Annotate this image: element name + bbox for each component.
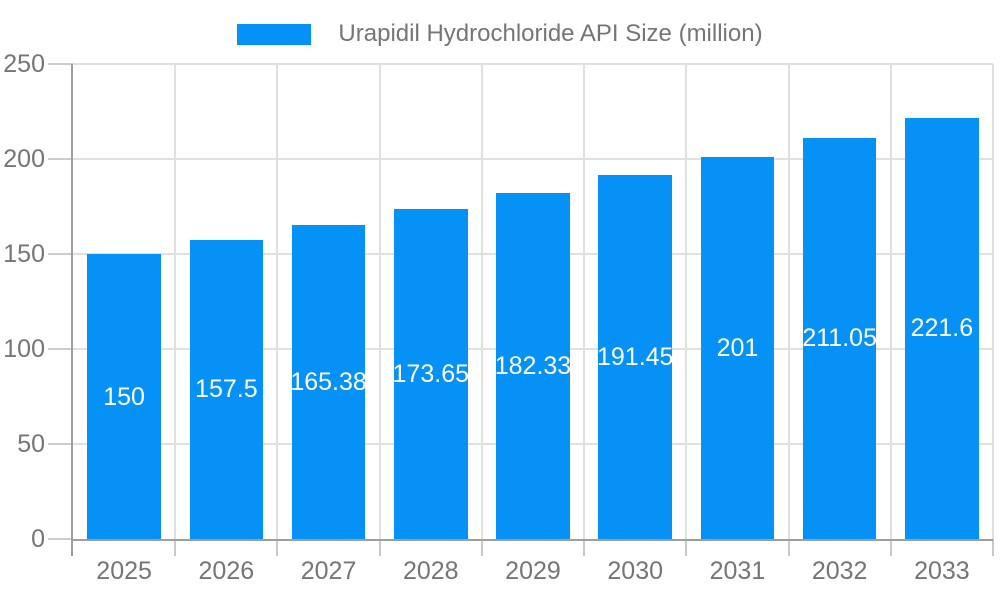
x-axis-tick	[583, 539, 586, 556]
bar[interactable]: 165.38	[290, 224, 367, 539]
bar[interactable]: 201	[700, 157, 775, 539]
bar-value-label: 165.38	[290, 367, 367, 396]
bar[interactable]: 221.6	[905, 117, 979, 539]
y-axis-tick	[48, 63, 73, 65]
x-gridline	[992, 64, 994, 539]
plot-area: 0 50 100 150 200 250 150 2025 157.5 2026 165.38 202…	[3, 50, 994, 585]
x-axis-tick	[992, 539, 994, 556]
y-axis-tick	[48, 348, 73, 350]
bar[interactable]: 182.33	[494, 192, 572, 539]
y-axis-tick	[48, 443, 73, 445]
x-axis-label: 2028	[402, 557, 459, 585]
bar-value-label: 221.6	[910, 314, 974, 343]
x-axis-label: 2033	[914, 557, 970, 585]
y-axis-label: 0	[31, 525, 45, 553]
x-axis-label: 2027	[300, 557, 357, 585]
x-axis-line	[71, 539, 993, 541]
y-axis-line	[71, 64, 73, 556]
x-axis-label: 2031	[709, 557, 766, 585]
x-axis-tick	[685, 539, 688, 556]
y-gridline	[73, 63, 993, 65]
bar-value-label: 173.65	[392, 360, 469, 389]
x-gridline	[378, 64, 381, 539]
x-axis-tick	[480, 539, 483, 556]
y-axis-label: 50	[17, 430, 45, 458]
bar[interactable]: 211.05	[802, 138, 877, 539]
x-axis-tick	[174, 539, 177, 556]
legend-label: Urapidil Hydrochloride API Size (million…	[338, 20, 763, 47]
x-axis-tick	[276, 539, 279, 556]
bar[interactable]: 150	[87, 254, 161, 539]
x-gridline	[685, 64, 688, 539]
y-axis-label: 250	[3, 50, 45, 78]
x-gridline	[174, 64, 177, 539]
legend-swatch	[237, 23, 312, 45]
bar-value-label: 182.33	[494, 351, 572, 380]
x-gridline	[889, 64, 892, 539]
x-axis-tick	[787, 539, 790, 556]
legend[interactable]: Urapidil Hydrochloride API Size (million…	[0, 17, 1000, 51]
bar-value-label: 211.05	[802, 324, 877, 353]
y-axis-label: 200	[3, 145, 45, 173]
x-gridline	[787, 64, 790, 539]
x-axis-label: 2029	[505, 557, 561, 585]
bar-value-label: 191.45	[596, 343, 674, 372]
bar[interactable]: 191.45	[596, 175, 674, 539]
bar-value-label: 157.5	[195, 375, 258, 404]
y-axis-tick	[48, 538, 73, 540]
x-axis-tick	[378, 539, 381, 556]
x-gridline	[276, 64, 279, 539]
y-axis-label: 100	[3, 335, 45, 363]
x-axis-tick	[889, 539, 892, 556]
x-axis-label: 2025	[96, 557, 152, 585]
x-axis-label: 2030	[607, 557, 664, 585]
y-axis-tick	[48, 158, 73, 160]
y-gridline	[73, 158, 993, 160]
bar-value-label: 201	[716, 334, 759, 363]
x-axis-label: 2032	[811, 557, 868, 585]
y-axis-label: 150	[3, 240, 45, 268]
bar-value-label: 150	[103, 382, 145, 411]
bar[interactable]: 173.65	[392, 209, 469, 539]
y-axis-tick	[48, 253, 73, 255]
x-gridline	[480, 64, 483, 539]
x-axis-label: 2026	[198, 557, 255, 585]
bar[interactable]: 157.5	[189, 239, 264, 539]
x-gridline	[583, 64, 586, 539]
